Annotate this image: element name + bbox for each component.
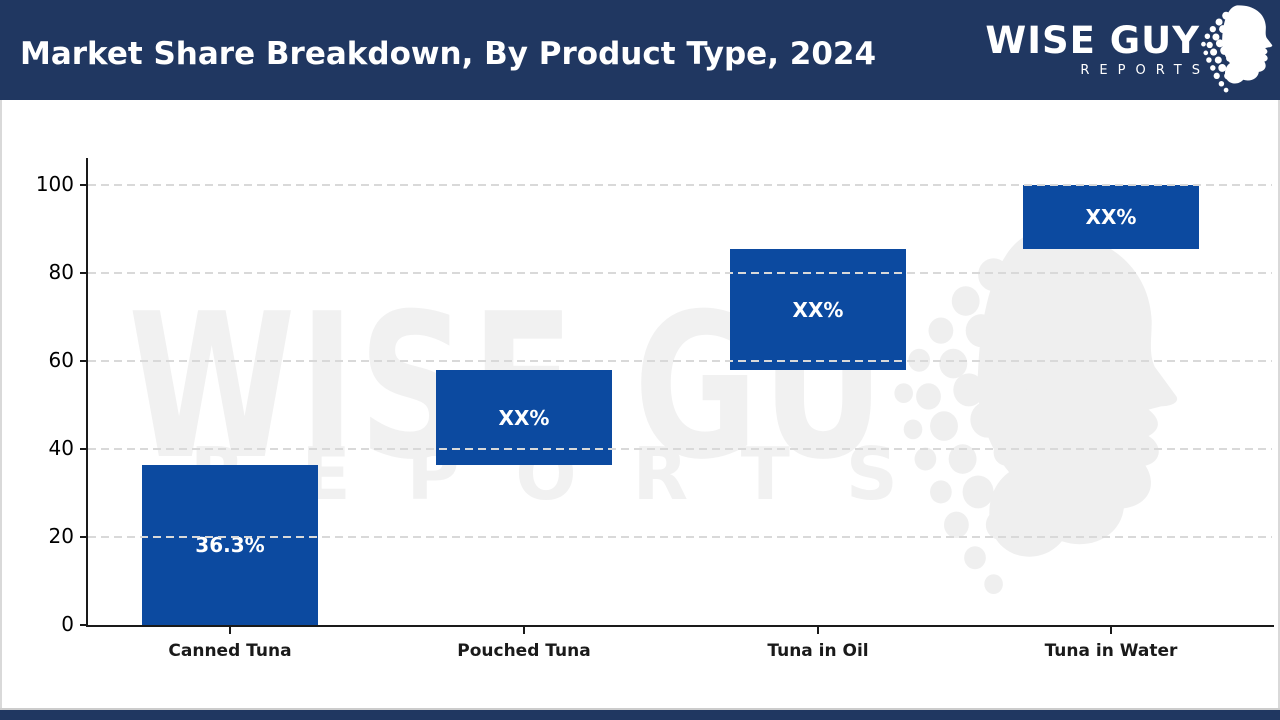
bar-value-label: XX%	[1085, 205, 1137, 230]
gridline-60	[88, 360, 1272, 362]
category-label-canned-tuna: Canned Tuna	[168, 641, 292, 661]
footer-bar	[0, 708, 1280, 720]
bar-value-label: XX%	[498, 405, 550, 430]
category-label-pouched-tuna: Pouched Tuna	[457, 641, 591, 661]
y-tick-label: 40	[48, 436, 74, 460]
y-tick-mark	[80, 448, 88, 450]
gridline-100	[88, 184, 1272, 186]
gridline-20	[88, 536, 1272, 538]
y-tick-label: 20	[48, 524, 74, 548]
y-tick-mark	[80, 536, 88, 538]
y-axis-line	[86, 158, 88, 627]
wiseguy-logo-text: WISE GUY REPORTS	[985, 22, 1200, 78]
y-tick-label: 0	[61, 612, 74, 636]
y-tick-label: 100	[35, 172, 74, 196]
x-tick-mark	[817, 627, 819, 634]
bar-pouched-tuna: XX%	[436, 370, 612, 466]
x-tick-mark	[523, 627, 525, 634]
y-tick-mark	[80, 272, 88, 274]
chart-area: WISE GU REPORTS 0 20 40 60 80 100 36.3% XX% XX% X…	[0, 100, 1280, 710]
watermark-face-icon	[894, 231, 1178, 594]
y-tick-mark	[80, 184, 88, 186]
wiseguy-logo: WISE GUY REPORTS	[985, 0, 1278, 100]
x-tick-mark	[229, 627, 231, 634]
logo-brand-subtitle: REPORTS	[1080, 63, 1210, 78]
category-label-tuna-in-oil: Tuna in Oil	[767, 641, 869, 661]
bar-value-label: XX%	[792, 297, 844, 322]
x-axis-line	[86, 625, 1274, 627]
gridline-40	[88, 448, 1272, 450]
logo-brand-name: WISE GUY	[985, 19, 1200, 62]
wiseguy-face-icon	[1201, 5, 1273, 93]
bar-tuna-in-oil: XX%	[730, 249, 906, 371]
y-tick-label: 80	[48, 260, 74, 284]
header-bar: Market Share Breakdown, By Product Type,…	[0, 0, 1280, 100]
y-tick-mark	[80, 624, 88, 626]
gridline-80	[88, 272, 1272, 274]
chart-title: Market Share Breakdown, By Product Type,…	[20, 36, 877, 72]
category-label-tuna-in-water: Tuna in Water	[1044, 641, 1178, 661]
bar-tuna-in-water: XX%	[1023, 185, 1199, 250]
bar-canned-tuna: 36.3%	[142, 465, 318, 625]
y-tick-label: 60	[48, 348, 74, 372]
y-tick-mark	[80, 360, 88, 362]
x-tick-mark	[1110, 627, 1112, 634]
